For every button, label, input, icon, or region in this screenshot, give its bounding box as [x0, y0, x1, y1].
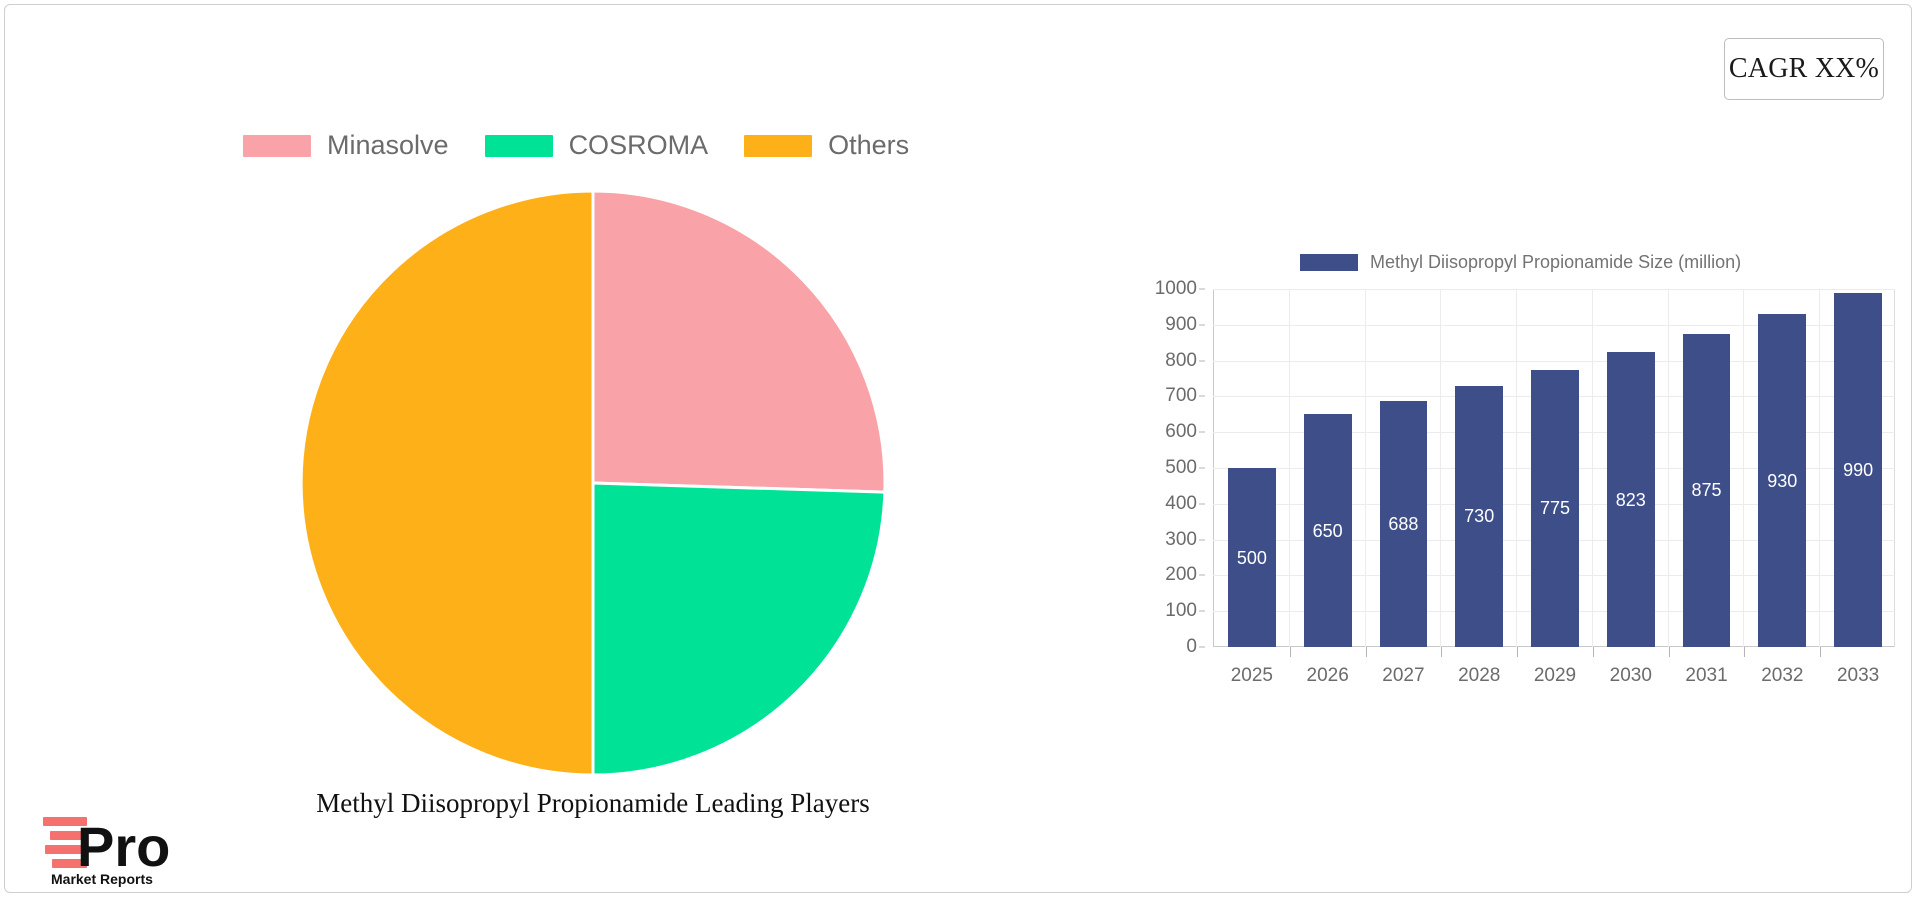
- pie-legend-label: COSROMA: [568, 130, 709, 160]
- pie-chart-svg: [299, 189, 887, 777]
- y-axis-tick-label: 0: [1186, 636, 1197, 657]
- x-axis-tick-label: 2027: [1382, 665, 1425, 686]
- gridline: [1440, 289, 1442, 647]
- report-card: CAGR XX% Minasolve COSROMA Others Methyl…: [4, 4, 1912, 893]
- x-axis-tick-label: 2028: [1458, 665, 1501, 686]
- y-axis-tick: [1199, 360, 1205, 362]
- gridline: [1667, 289, 1669, 647]
- bar-value-label: 875: [1691, 480, 1722, 501]
- y-axis-tick-label: 600: [1165, 421, 1197, 443]
- y-axis-tick: [1199, 324, 1205, 326]
- gridline: [1819, 289, 1821, 647]
- bar-value-label: 650: [1312, 520, 1343, 541]
- cagr-badge: CAGR XX%: [1724, 38, 1884, 100]
- bar[interactable]: 650: [1303, 414, 1352, 647]
- y-axis-tick: [1199, 467, 1205, 469]
- y-axis-tick: [1199, 395, 1205, 397]
- x-axis-tick: [1517, 647, 1519, 657]
- x-axis-tick-label: 2030: [1609, 665, 1652, 686]
- pie-legend-label: Others: [828, 130, 910, 160]
- logo-tagline: Market Reports: [51, 871, 153, 887]
- x-axis-tick: [1441, 647, 1443, 657]
- x-axis-tick: [1744, 647, 1746, 657]
- y-axis-tick-label: 700: [1165, 385, 1197, 407]
- y-axis-tick: [1199, 431, 1205, 433]
- gridline: [1213, 289, 1895, 290]
- pie-slice[interactable]: [299, 189, 595, 777]
- bar-legend-label: Methyl Diisopropyl Propionamide Size (mi…: [1370, 252, 1742, 272]
- gridline: [1213, 324, 1895, 326]
- bar-chart[interactable]: Methyl Diisopropyl Propionamide Size (mi…: [1145, 245, 1905, 686]
- gridline: [1364, 289, 1366, 647]
- bar-series: 500 650 688 730 775 823 875 930 990: [1214, 289, 1896, 647]
- gridline: [1516, 289, 1518, 647]
- bar[interactable]: 823: [1606, 352, 1655, 647]
- pie-slice[interactable]: [591, 481, 887, 777]
- y-axis-tick-label: 200: [1165, 564, 1197, 586]
- legend-swatch-icon: [744, 134, 813, 157]
- y-axis-tick-label: 100: [1165, 600, 1197, 622]
- pie-slice[interactable]: [591, 189, 887, 494]
- legend-swatch-icon: [243, 134, 311, 157]
- x-axis-tick: [1820, 647, 1822, 657]
- bar[interactable]: 730: [1455, 385, 1504, 647]
- pie-legend-label: Minasolve: [327, 130, 449, 160]
- pie-legend-item-others[interactable]: Others: [744, 132, 909, 159]
- pie-chart-title: Methyl Diisopropyl Propionamide Leading …: [316, 788, 870, 818]
- y-axis-tick-label: 300: [1165, 528, 1197, 550]
- bar-value-label: 775: [1539, 498, 1570, 519]
- bar-value-label: 823: [1615, 489, 1646, 510]
- pro-market-reports-logo[interactable]: Pro Market Reports: [31, 811, 171, 889]
- gridline: [1743, 289, 1745, 647]
- gridline: [1288, 289, 1290, 647]
- y-axis-tick: [1199, 646, 1205, 648]
- bar-value-label: 990: [1843, 459, 1874, 480]
- logo-wordmark: Pro: [77, 815, 170, 878]
- x-axis-tick-label: 2025: [1230, 665, 1274, 686]
- legend-swatch-icon: [1300, 253, 1358, 271]
- y-axis-tick: [1199, 574, 1205, 576]
- logo-bars-mark-icon: [43, 817, 87, 868]
- logo-svg: Pro Market Reports: [43, 815, 170, 887]
- gridline: [1591, 289, 1593, 647]
- y-axis-labels: 0 100 200 300 400 500 600 700 800 900 1000: [1145, 278, 1205, 657]
- y-axis-tick: [1199, 539, 1205, 541]
- bar[interactable]: 990: [1834, 292, 1882, 647]
- gridline: [1213, 360, 1895, 362]
- y-axis-tick-label: 800: [1165, 349, 1197, 371]
- bar-value-label: 500: [1236, 547, 1267, 568]
- y-axis-tick-label: 1000: [1154, 278, 1197, 299]
- x-axis-tick-label: 2032: [1761, 665, 1804, 686]
- y-axis-tick-label: 400: [1165, 492, 1197, 514]
- pie-legend-item-cosroma[interactable]: COSROMA: [484, 130, 709, 160]
- pie-legend: Minasolve COSROMA Others: [243, 132, 945, 159]
- legend-swatch-icon: [484, 134, 553, 157]
- bar-value-label: 688: [1388, 513, 1419, 534]
- bar[interactable]: 688: [1379, 400, 1428, 647]
- y-axis-tick: [1199, 610, 1205, 612]
- bar[interactable]: 930: [1758, 314, 1807, 647]
- x-axis-tick-label: 2033: [1836, 665, 1880, 686]
- bar-value-label: 930: [1767, 470, 1798, 491]
- x-axis-tick-label: 2026: [1306, 665, 1349, 686]
- x-axis-tick: [1668, 647, 1670, 657]
- x-axis-tick: [1592, 647, 1594, 657]
- bar-value-label: 730: [1464, 506, 1495, 527]
- x-axis-labels: 2025 2026 2027 2028 2029 2030 2031 2032 2033: [1214, 647, 1896, 687]
- y-axis-tick-label: 500: [1165, 457, 1197, 478]
- bar-chart-legend[interactable]: Methyl Diisopropyl Propionamide Size (mi…: [1300, 253, 1741, 271]
- bar[interactable]: 875: [1682, 333, 1731, 647]
- x-axis-tick: [1289, 647, 1291, 657]
- y-axis-tick: [1199, 503, 1205, 505]
- y-axis-tick-label: 900: [1165, 313, 1197, 335]
- x-axis-tick-label: 2031: [1685, 665, 1728, 686]
- y-axis-tick: [1199, 288, 1205, 290]
- pie-chart[interactable]: [293, 183, 893, 783]
- x-axis-tick-label: 2029: [1533, 665, 1577, 686]
- bar[interactable]: 500: [1228, 468, 1276, 647]
- bar[interactable]: 775: [1531, 369, 1579, 647]
- x-axis-tick: [1365, 647, 1367, 657]
- pie-legend-item-minasolve[interactable]: Minasolve: [243, 132, 449, 159]
